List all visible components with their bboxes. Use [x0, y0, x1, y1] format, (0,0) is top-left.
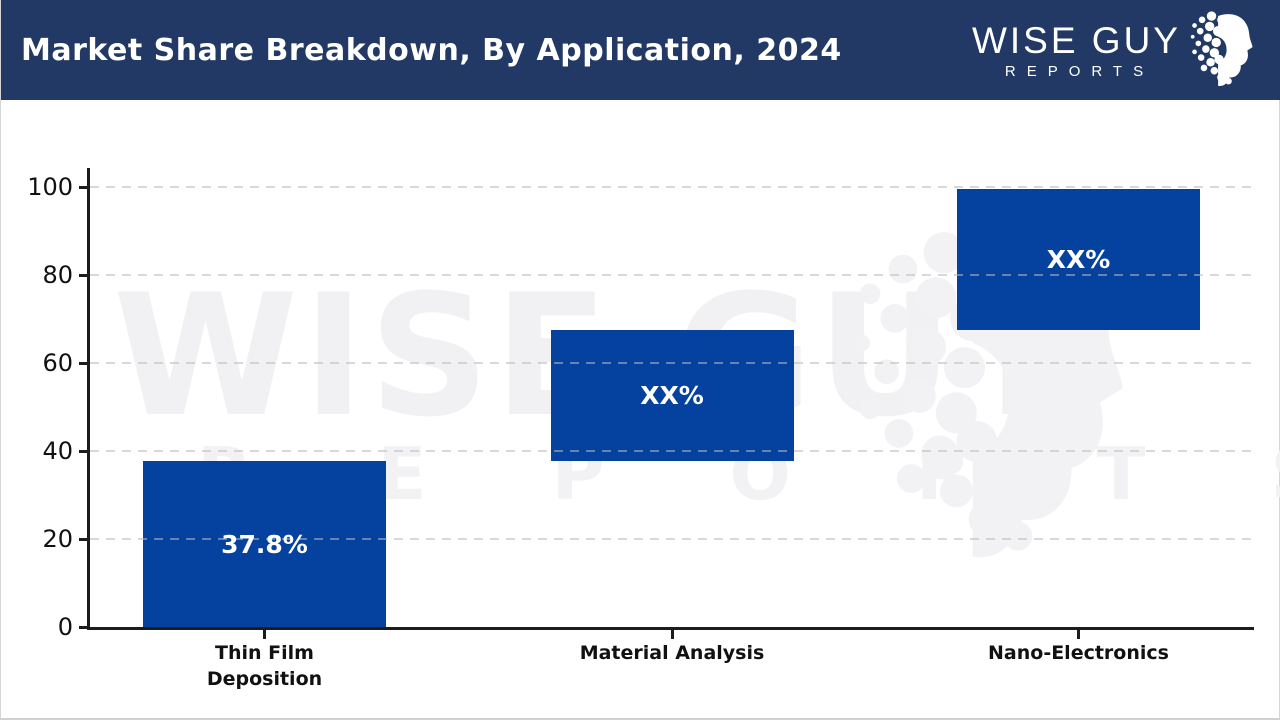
y-tick-mark-100 — [79, 186, 88, 189]
x-tick-mark-thin-film-deposition — [263, 630, 266, 639]
wise-guy-logo: WISE GUY REPORTS — [972, 9, 1253, 91]
y-tick-label-60: 60 — [42, 349, 73, 377]
y-tick-label-0: 0 — [57, 613, 73, 641]
bar-value-label-thin-film-deposition: 37.8% — [221, 529, 308, 559]
bar-value-label-material-analysis: XX% — [640, 381, 704, 411]
y-axis-line — [87, 168, 90, 630]
y-tick-label-80: 80 — [42, 261, 73, 289]
bar-value-label-nano-electronics: XX% — [1046, 245, 1111, 275]
logo-reports-text: REPORTS — [1004, 62, 1155, 80]
logo-face-icon — [1190, 11, 1253, 87]
header-bar: Market Share Breakdown, By Application, … — [1, 0, 1280, 100]
gridline-80 — [90, 274, 1254, 276]
x-tick-mark-material-analysis — [670, 630, 674, 639]
category-label-material-analysis: Material Analysis — [579, 642, 765, 664]
gridline-20 — [90, 538, 1254, 540]
y-tick-mark-0 — [79, 626, 88, 629]
y-tick-mark-20 — [79, 538, 88, 541]
logo-wiseguy-text: WISE GUY — [971, 19, 1181, 61]
y-tick-mark-60 — [79, 362, 88, 365]
x-tick-mark-nano-electronics — [1077, 630, 1080, 639]
y-tick-mark-40 — [79, 450, 88, 453]
gridline-60 — [90, 362, 1254, 364]
y-tick-label-40: 40 — [42, 437, 73, 465]
y-tick-label-100: 100 — [27, 173, 73, 201]
logo-text: WISE GUY REPORTS — [972, 22, 1181, 79]
chart-title: Market Share Breakdown, By Application, … — [21, 32, 842, 68]
bar-thin-film-deposition — [143, 460, 386, 627]
x-axis-line — [87, 627, 1254, 630]
bar-material-analysis — [550, 329, 794, 461]
gridline-100 — [90, 186, 1254, 188]
y-tick-mark-80 — [79, 274, 88, 277]
category-label-nano-electronics: Nano-Electronics — [988, 642, 1169, 664]
y-tick-label-20: 20 — [42, 525, 73, 553]
category-label-thin-film-deposition: Thin Film Deposition — [206, 642, 323, 690]
bar-nano-electronics — [957, 189, 1200, 330]
gridline-40 — [90, 450, 1254, 452]
